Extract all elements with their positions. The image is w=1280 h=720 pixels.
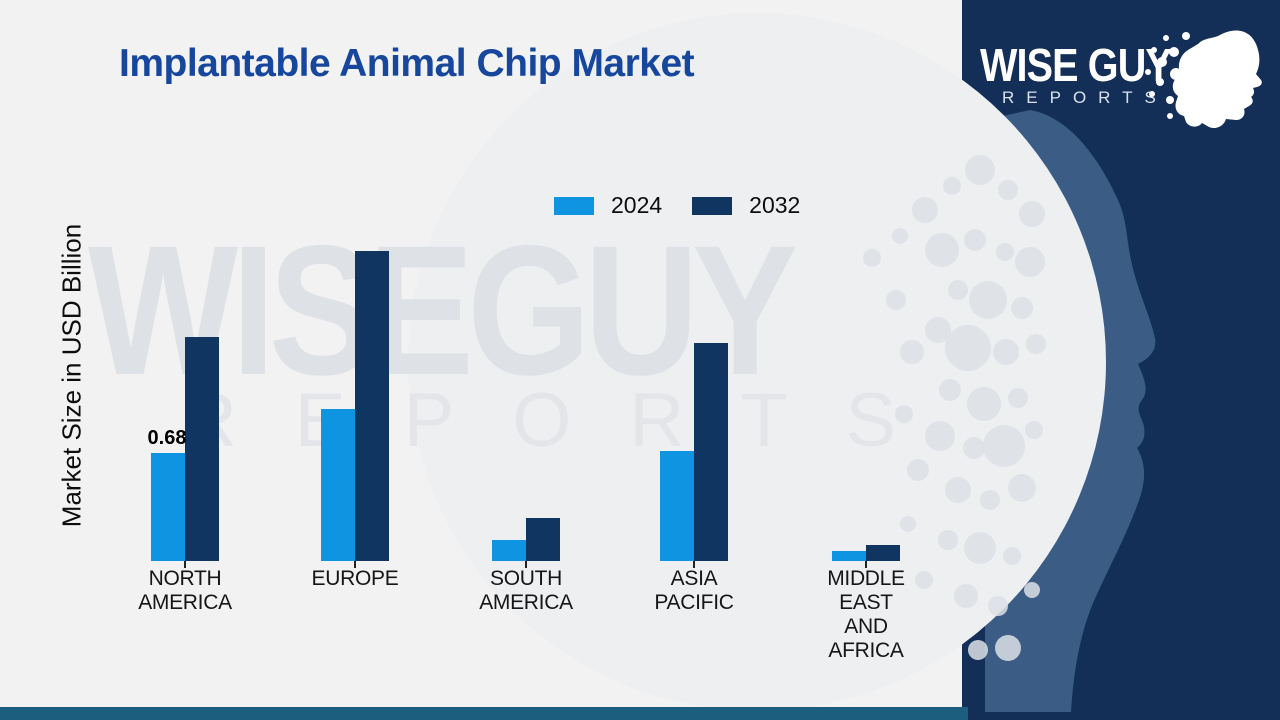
legend-item-2024: 2024 [554,192,662,219]
bar-value-label: 0.68 [147,427,187,450]
bar-2024-europe [321,408,355,561]
footer-strip [0,707,968,720]
x-axis-label-south-america: SOUTH AMERICA [479,567,573,614]
x-axis-tick [865,561,867,568]
legend-swatch-2032 [692,196,733,215]
bar-2032-north-america [185,337,219,561]
page-title: Implantable Animal Chip Market [119,42,695,85]
x-axis-label-asia-pacific: ASIA PACIFIC [654,567,734,614]
bar-2024-asia-pacific [660,451,694,561]
x-axis-label-europe: EUROPE [311,567,399,590]
bar-2024-middle-east-and-africa [832,551,866,561]
x-axis-tick [693,561,695,568]
x-axis-tick [184,561,186,568]
bar-2024-south-america [492,540,526,561]
bar-2032-europe [355,251,389,561]
x-axis-label-middle-east-and-africa: MIDDLE EAST AND AFRICA [827,567,905,662]
bar-2032-middle-east-and-africa [866,545,900,561]
legend-label-2024: 2024 [611,192,663,218]
logo-subtitle: REPORTS [1002,88,1168,107]
watermark-reports: REPORTS [182,378,955,463]
bar-2024-north-america [151,453,185,561]
x-axis-tick [525,561,527,568]
logo-face-icon [1145,30,1262,129]
x-axis-label-north-america: NORTH AMERICA [138,567,232,614]
bar-2032-south-america [526,518,560,561]
legend: 2024 2032 [554,192,800,219]
legend-item-2032: 2032 [692,192,800,219]
logo-wordmark: WISE GUY [980,39,1172,91]
legend-label-2032: 2032 [749,192,801,218]
x-axis-tick [354,561,356,568]
bar-2032-asia-pacific [694,343,728,561]
legend-swatch-2024 [554,196,594,215]
